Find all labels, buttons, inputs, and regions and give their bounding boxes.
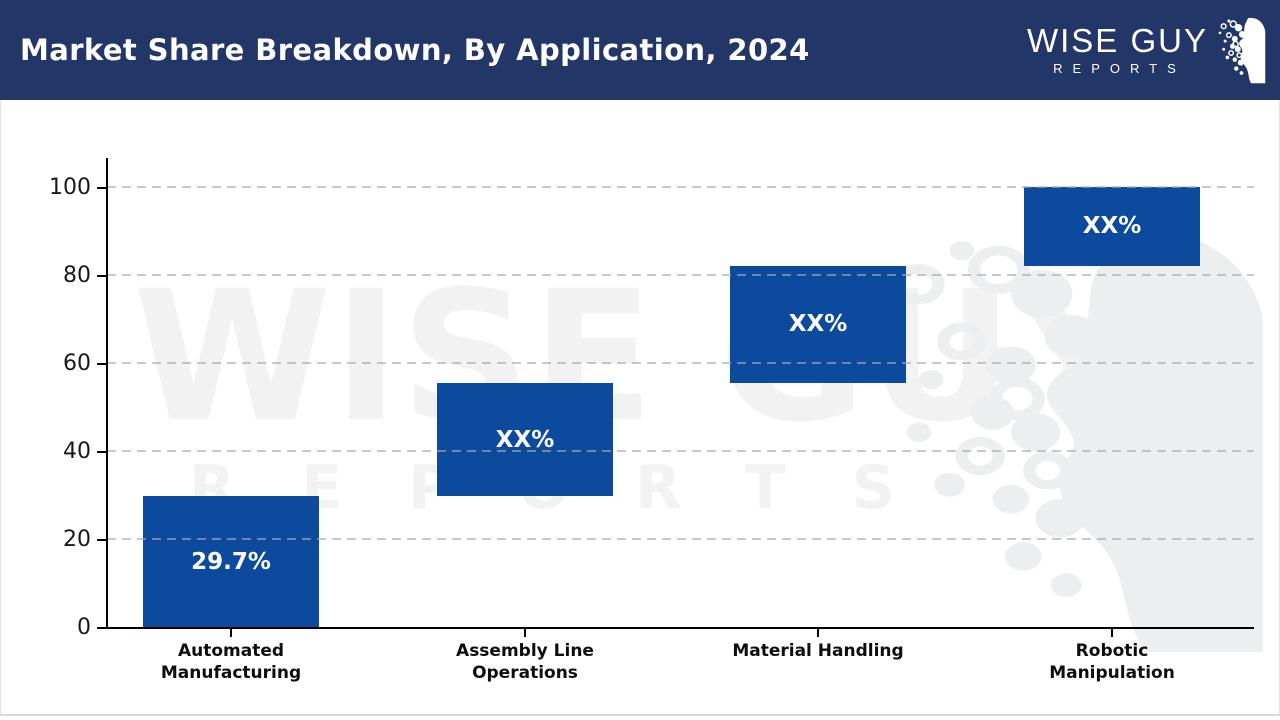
y-tick-40 [97, 450, 106, 453]
y-tick-label-20: 20 [63, 526, 91, 552]
x-category-line: Material Handling [732, 641, 904, 661]
y-tick-20 [97, 538, 106, 541]
x-tick-4 [1111, 629, 1113, 637]
header-bar: Market Share Breakdown, By Application, … [0, 0, 1280, 100]
bottom-border [0, 714, 1280, 716]
bar-4: XX% [1024, 186, 1200, 266]
x-category-line: Manipulation [1049, 663, 1175, 683]
gridline-20 [107, 537, 1254, 540]
x-category-label-3: Material Handling [668, 640, 968, 662]
y-tick-label-80: 80 [63, 262, 91, 288]
x-category-label-4: Robotic Manipulation [962, 640, 1262, 684]
y-tick-label-40: 40 [63, 438, 91, 464]
logo-text: WISE GUY REPORTS [1026, 22, 1208, 77]
logo-subtext: REPORTS [1053, 61, 1186, 76]
y-tick-100 [97, 186, 106, 189]
x-tick-1 [230, 629, 232, 637]
wiseguy-logo: WISE GUY REPORTS [1027, 0, 1266, 100]
gridline-80 [107, 273, 1254, 276]
gridline-100 [107, 185, 1254, 188]
logo-wordmark: WISE GUY [1026, 22, 1208, 59]
bar-label-4: XX% [1082, 213, 1142, 240]
bar-3: XX% [730, 265, 906, 383]
logo-face-icon [1214, 10, 1266, 90]
y-tick-80 [97, 274, 106, 277]
gridline-40 [107, 449, 1254, 452]
x-axis-line [106, 627, 1254, 629]
x-category-line: Assembly Line [456, 641, 594, 661]
y-tick-label-0: 0 [77, 615, 91, 640]
x-category-label-1: Automated Manufacturing [81, 640, 381, 684]
bar-label-2: XX% [495, 426, 555, 453]
y-tick-60 [97, 362, 106, 365]
bar-1: 29.7% [143, 496, 319, 627]
x-category-line: Automated [177, 641, 285, 661]
page-title: Market Share Breakdown, By Application, … [20, 33, 810, 67]
bar-label-1: 29.7% [191, 548, 271, 575]
x-category-line: Manufacturing [160, 663, 302, 683]
x-category-label-2: Assembly Line Operations [375, 640, 675, 684]
bar-2: XX% [437, 382, 613, 497]
bar-label-3: XX% [788, 311, 848, 338]
y-tick-label-100: 100 [49, 174, 91, 200]
chart-canvas: WISE GUY REPORTS 29.7%XX%XX%XX%020406080… [0, 100, 1280, 714]
x-tick-3 [817, 629, 819, 637]
gridline-60 [107, 361, 1254, 364]
x-category-line: Operations [472, 663, 578, 683]
x-tick-2 [524, 629, 526, 637]
x-category-line: Robotic [1075, 641, 1149, 661]
y-tick-label-60: 60 [63, 350, 91, 376]
y-axis-line [106, 158, 108, 629]
y-tick-0 [97, 627, 106, 629]
